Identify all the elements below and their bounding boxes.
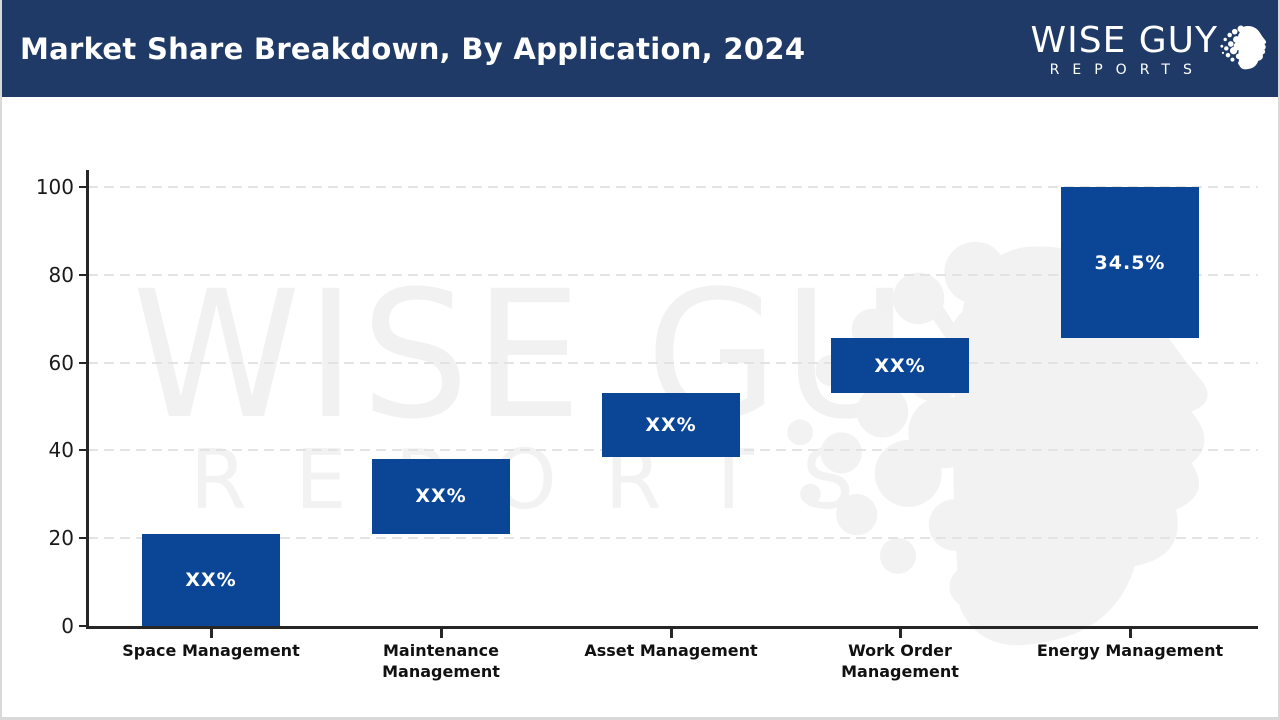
y-tick-label: 60	[48, 350, 74, 375]
gridline	[88, 361, 1258, 364]
gridline	[88, 273, 1258, 276]
bar: XX%	[142, 533, 280, 626]
bar-value-label: 34.5%	[1094, 251, 1166, 274]
category-label: Work Order Management	[785, 640, 1015, 682]
y-tick-mark	[79, 273, 88, 276]
category-label-line: Work Order	[848, 641, 952, 660]
category-label-line: Management	[841, 662, 959, 681]
category-label: Space Management	[96, 640, 326, 661]
y-tick-mark	[79, 625, 88, 627]
x-axis	[86, 626, 1258, 629]
y-tick-label: 80	[48, 262, 74, 287]
y-tick-mark	[79, 361, 88, 364]
bar: XX%	[372, 459, 510, 534]
logo-head-icon	[1214, 11, 1270, 87]
bar-value-label: XX%	[185, 568, 237, 591]
y-tick-label: 0	[61, 614, 74, 638]
bar-value-label: XX%	[645, 414, 697, 437]
category-label-line: Management	[382, 662, 500, 681]
y-tick-label: 20	[48, 526, 74, 551]
x-tick-mark	[210, 629, 213, 638]
x-tick-mark	[1129, 629, 1132, 638]
bar: XX%	[831, 338, 969, 394]
header-bar: Market Share Breakdown, By Application, …	[0, 0, 1280, 97]
category-label: Energy Management	[1015, 640, 1245, 661]
bar-value-label: XX%	[415, 485, 467, 508]
x-tick-mark	[670, 629, 673, 638]
y-tick-label: 40	[48, 438, 74, 463]
watermark-subtitle: REPORTS	[190, 433, 902, 528]
page-title: Market Share Breakdown, By Application, …	[20, 31, 806, 66]
x-tick-mark	[899, 629, 902, 638]
logo-wordmark: WISE GUY	[1030, 19, 1218, 61]
category-label-line: Space Management	[122, 641, 300, 660]
y-tick-mark	[79, 449, 88, 452]
category-label-line: Maintenance	[382, 641, 499, 660]
x-tick-mark	[440, 629, 443, 638]
bar-value-label: XX%	[874, 354, 926, 377]
y-tick-label: 100	[35, 175, 74, 199]
logo-subtitle: REPORTS	[1049, 61, 1205, 78]
gridline	[88, 186, 1258, 188]
logo: WISE GUY REPORTS	[1031, 6, 1271, 92]
category-label: Asset Management	[556, 640, 786, 661]
category-label-line: Asset Management	[584, 641, 758, 660]
category-label-line: Energy Management	[1036, 641, 1224, 660]
bar: XX%	[602, 393, 740, 457]
bar: 34.5%	[1061, 187, 1199, 339]
logo-text: WISE GUY REPORTS	[1030, 19, 1219, 78]
y-axis	[86, 170, 89, 629]
category-label: Maintenance Management	[326, 640, 556, 682]
y-tick-mark	[79, 186, 88, 188]
y-tick-mark	[79, 537, 88, 540]
gridline	[88, 537, 1258, 540]
